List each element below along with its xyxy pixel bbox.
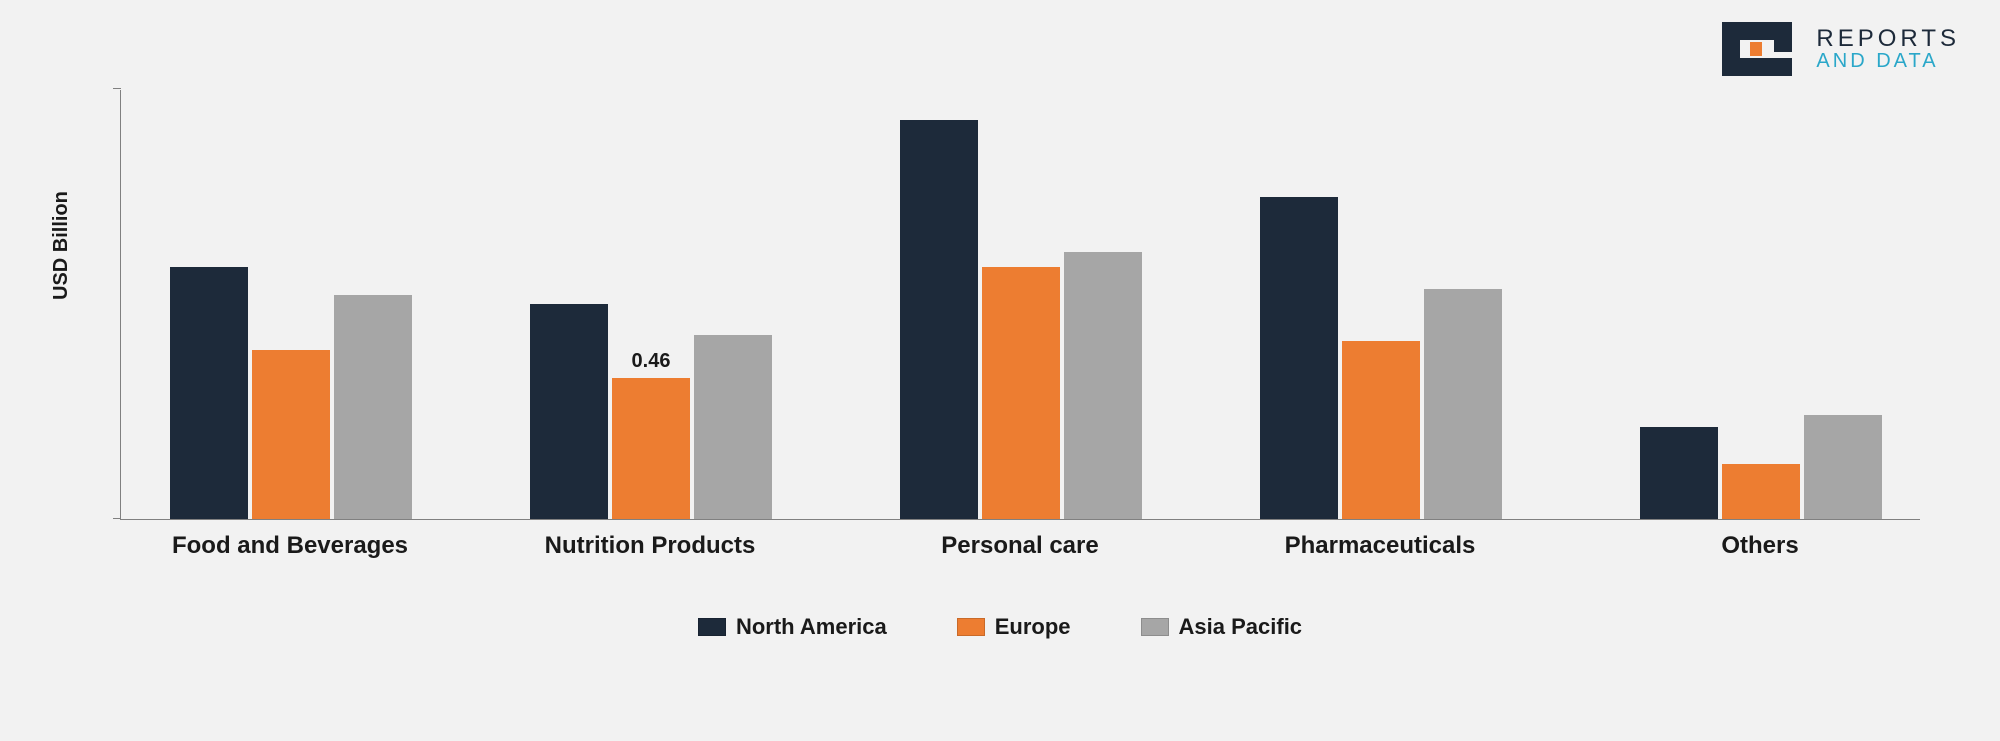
- bar-value-label: 0.46: [632, 350, 671, 373]
- market-chart: USD Billion 0.46 Food and BeveragesNutri…: [60, 90, 1940, 640]
- legend-item-europe: Europe: [957, 614, 1071, 640]
- legend-swatch-icon: [1141, 618, 1169, 636]
- x-category-label: Personal care: [941, 532, 1098, 560]
- bar-group: [1640, 415, 1882, 519]
- bar: [1722, 464, 1800, 519]
- bar-group: 0.46: [530, 304, 772, 519]
- logo-mark-icon: [1722, 22, 1806, 76]
- bar: [170, 267, 248, 519]
- logo-text-line2: AND DATA: [1816, 51, 1960, 71]
- x-category-label: Pharmaceuticals: [1285, 532, 1476, 560]
- bar: [1804, 415, 1882, 519]
- bar: [1640, 427, 1718, 519]
- bar: [334, 295, 412, 519]
- bar: [530, 304, 608, 519]
- bar-group: [900, 120, 1142, 519]
- plot-area: 0.46: [120, 90, 1920, 520]
- bar-group: [1260, 197, 1502, 520]
- bar-group: [170, 267, 412, 519]
- x-category-label: Food and Beverages: [172, 532, 408, 560]
- logo-text-line1: REPORTS: [1816, 27, 1960, 51]
- bar: [900, 120, 978, 519]
- y-axis-label: USD Billion: [50, 191, 73, 300]
- legend-item-north-america: North America: [698, 614, 887, 640]
- bar: [1064, 252, 1142, 519]
- legend-label: North America: [736, 614, 887, 640]
- legend-swatch-icon: [698, 618, 726, 636]
- brand-logo: REPORTS AND DATA: [1722, 22, 1960, 76]
- x-category-label: Nutrition Products: [545, 532, 756, 560]
- y-axis-tick: [113, 88, 121, 89]
- legend-swatch-icon: [957, 618, 985, 636]
- legend: North America Europe Asia Pacific: [60, 614, 1940, 640]
- legend-label: Europe: [995, 614, 1071, 640]
- bar: [1260, 197, 1338, 520]
- bar: 0.46: [612, 378, 690, 519]
- bar: [1342, 341, 1420, 519]
- x-category-label: Others: [1721, 532, 1798, 560]
- y-axis-tick: [113, 518, 121, 519]
- legend-label: Asia Pacific: [1179, 614, 1303, 640]
- bar: [694, 335, 772, 519]
- bar: [982, 267, 1060, 519]
- bar: [252, 350, 330, 519]
- bar: [1424, 289, 1502, 519]
- legend-item-asia-pacific: Asia Pacific: [1141, 614, 1303, 640]
